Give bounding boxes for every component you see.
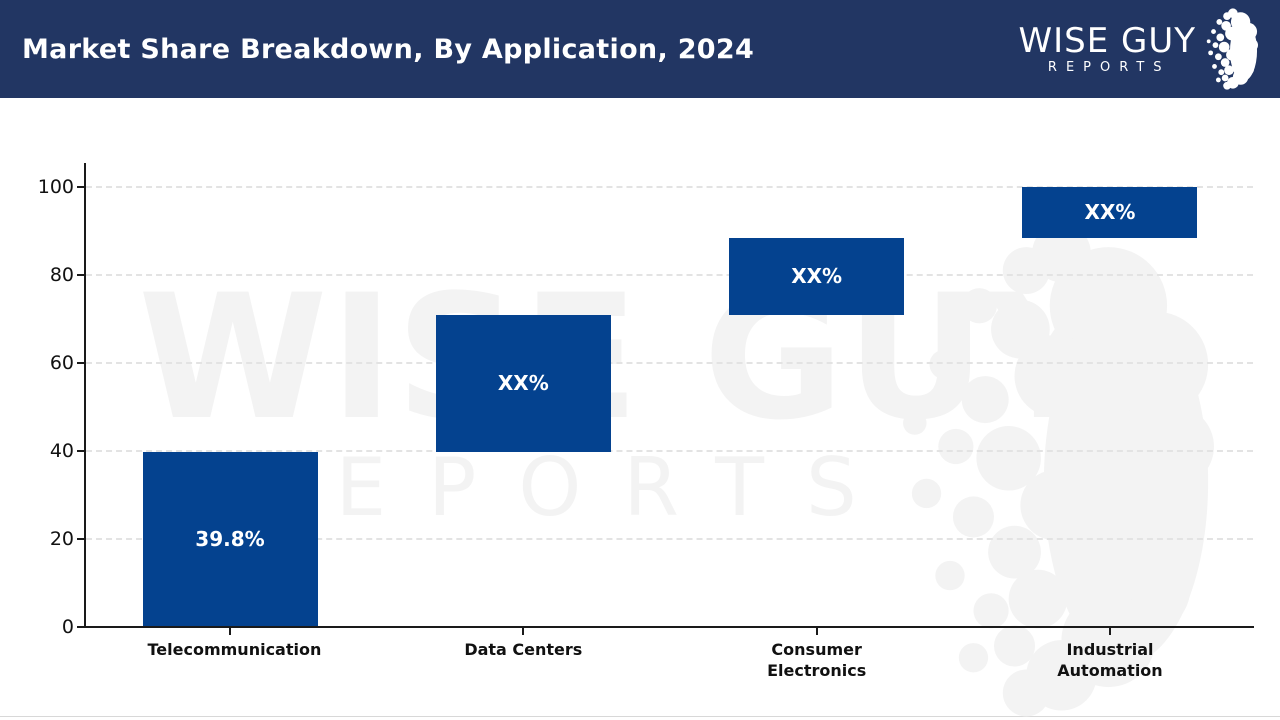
bar-industrial-automation: XX% xyxy=(1022,187,1198,238)
x-tick-mark xyxy=(522,628,525,635)
page-title: Market Share Breakdown, By Application, … xyxy=(22,33,755,65)
category-label-telecommunication: Telecommunication xyxy=(147,640,322,659)
brand-logo: WISE GUY REPORTS xyxy=(1018,8,1258,90)
wiseguy-head-icon xyxy=(1206,8,1258,90)
gridline-40 xyxy=(86,450,1253,452)
y-tick-mark-20 xyxy=(77,538,84,540)
logo-line1: WISE GUY xyxy=(1018,21,1196,61)
y-tick-label-100: 100 xyxy=(37,176,74,198)
y-axis-line xyxy=(84,163,86,628)
category-label-industrial-automation: Industrial Automation xyxy=(1057,640,1163,680)
bar-data-centers: XX% xyxy=(435,314,611,452)
y-tick-mark-100 xyxy=(77,186,84,188)
y-tick-label-0: 0 xyxy=(61,616,74,638)
y-tick-label-20: 20 xyxy=(49,528,74,550)
gridline-60 xyxy=(86,362,1253,364)
bar-telecommunication: 39.8% xyxy=(142,451,318,627)
x-tick-mark xyxy=(815,628,818,635)
y-tick-mark-80 xyxy=(77,274,84,276)
x-tick-mark xyxy=(1108,628,1111,635)
y-tick-label-60: 60 xyxy=(49,352,74,374)
y-tick-mark-40 xyxy=(77,450,84,452)
category-label-data-centers: Data Centers xyxy=(464,640,583,659)
footer-divider xyxy=(0,716,1280,717)
header-bar: Market Share Breakdown, By Application, … xyxy=(0,0,1280,98)
bar-value-label: 39.8% xyxy=(195,527,265,552)
logo-line2: REPORTS xyxy=(1047,60,1171,75)
watermark-subtext: REPORTS xyxy=(238,441,899,534)
bar-consumer-electronics: XX% xyxy=(729,237,905,315)
logo-wordmark: WISE GUY REPORTS xyxy=(1018,24,1196,74)
y-tick-mark-0 xyxy=(77,626,84,628)
bar-value-label: XX% xyxy=(791,264,843,289)
x-tick-mark xyxy=(229,628,231,635)
y-tick-mark-60 xyxy=(77,362,84,364)
bar-value-label: XX% xyxy=(1084,200,1136,225)
gridline-20 xyxy=(86,538,1253,540)
x-axis-line xyxy=(84,626,1254,628)
gridline-100 xyxy=(86,186,1253,188)
y-tick-label-80: 80 xyxy=(49,264,74,286)
y-tick-label-40: 40 xyxy=(49,440,74,462)
category-label-consumer-electronics: Consumer Electronics xyxy=(767,640,867,680)
bar-value-label: XX% xyxy=(497,371,549,396)
gridline-80 xyxy=(86,274,1253,276)
